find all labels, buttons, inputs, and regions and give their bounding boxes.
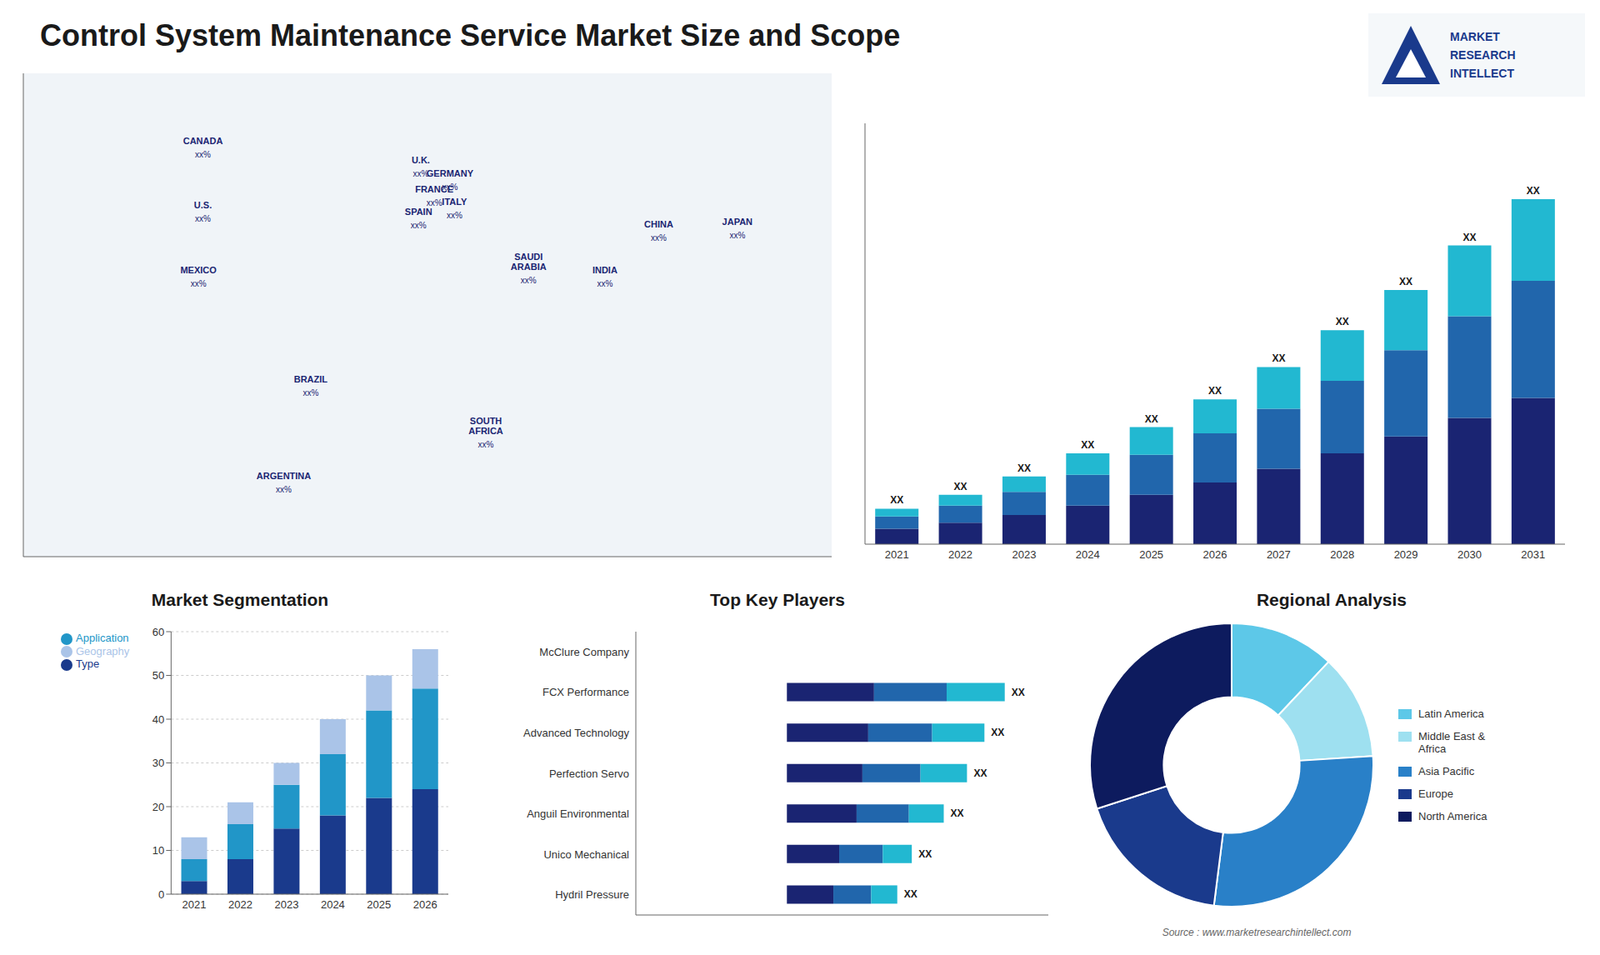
svg-text:XX: XX (890, 494, 904, 506)
svg-text:XX: XX (1208, 385, 1222, 397)
svg-text:xx%: xx% (195, 150, 211, 160)
svg-text:XX: XX (1462, 231, 1476, 244)
svg-text:xx%: xx% (520, 275, 537, 285)
svg-text:FRANCE: FRANCE (415, 184, 454, 195)
svg-text:GERMANY: GERMANY (426, 168, 475, 179)
svg-text:2021: 2021 (885, 548, 910, 561)
svg-text:XX: XX (918, 848, 932, 860)
html-text:Type: Type (75, 657, 100, 671)
svg-text:xx%: xx% (302, 388, 319, 398)
html-text:Middle East &: Middle East & (1418, 730, 1486, 743)
html-text:Latin America: Latin America (1418, 707, 1484, 720)
svg-text:Unico Mechanical: Unico Mechanical (543, 848, 630, 861)
svg-text:2022: 2022 (948, 548, 973, 561)
svg-text:XX: XX (1145, 413, 1159, 425)
html-text:Geography: Geography (75, 644, 130, 658)
svg-text:XX: XX (1017, 462, 1031, 475)
svg-text:XX: XX (1271, 352, 1285, 365)
svg-text:60: 60 (152, 625, 165, 639)
svg-text:CANADA: CANADA (183, 135, 224, 146)
svg-text:INDIA: INDIA (592, 265, 618, 275)
svg-text:2026: 2026 (413, 898, 438, 911)
html-text:Europe: Europe (1418, 787, 1454, 800)
html-text:Regional Analysis: Regional Analysis (1256, 590, 1407, 610)
svg-text:Perfection Servo: Perfection Servo (549, 767, 630, 780)
html-text:Control System Maintenance Ser: Control System Maintenance Service Marke… (40, 18, 901, 53)
svg-text:xx%: xx% (275, 485, 292, 495)
svg-text:2028: 2028 (1330, 548, 1355, 561)
html-text:Top Key Players: Top Key Players (710, 590, 845, 610)
svg-text:2024: 2024 (1075, 548, 1100, 561)
svg-text:SOUTHAFRICA: SOUTHAFRICA (468, 415, 504, 436)
svg-text:XX: XX (973, 767, 987, 780)
svg-text:xx%: xx% (478, 440, 495, 450)
svg-text:SPAIN: SPAIN (405, 206, 433, 217)
svg-text:10: 10 (152, 844, 165, 857)
svg-text:2021: 2021 (182, 898, 207, 911)
svg-text:CHINA: CHINA (644, 219, 674, 230)
svg-text:xx%: xx% (195, 214, 211, 224)
svg-text:2023: 2023 (274, 898, 299, 911)
svg-text:2025: 2025 (1139, 548, 1164, 561)
svg-text:20: 20 (152, 800, 165, 814)
html-text:Source : www.marketresearchint: Source : www.marketresearchintellect.com (1162, 926, 1352, 939)
html-text:INTELLECT: INTELLECT (1450, 66, 1515, 80)
svg-text:Advanced Technology: Advanced Technology (523, 726, 630, 740)
svg-text:XX: XX (954, 480, 968, 493)
svg-text:XX: XX (1399, 275, 1413, 288)
svg-text:2025: 2025 (366, 898, 391, 911)
svg-text:2024: 2024 (320, 898, 345, 911)
svg-text:2029: 2029 (1394, 548, 1419, 561)
svg-text:FCX Performance: FCX Performance (542, 685, 630, 699)
svg-text:BRAZIL: BRAZIL (294, 374, 329, 385)
html-text:Application: Application (75, 631, 129, 645)
svg-text:2031: 2031 (1520, 548, 1545, 561)
svg-text:McClure Company: McClure Company (539, 645, 630, 659)
svg-text:XX: XX (904, 888, 918, 900)
svg-text:XX: XX (1526, 185, 1540, 197)
svg-text:XX: XX (1335, 315, 1350, 328)
svg-text:xx%: xx% (446, 210, 463, 220)
html-text:Africa: Africa (1418, 742, 1446, 755)
svg-text:xx%: xx% (426, 198, 443, 208)
svg-text:30: 30 (152, 756, 165, 770)
svg-text:2030: 2030 (1457, 548, 1482, 561)
svg-text:xx%: xx% (441, 182, 458, 192)
svg-text:ARGENTINA: ARGENTINA (256, 470, 311, 481)
svg-text:xx%: xx% (410, 220, 427, 230)
svg-text:2027: 2027 (1266, 548, 1291, 561)
svg-text:50: 50 (152, 669, 165, 682)
svg-text:2026: 2026 (1203, 548, 1228, 561)
svg-text:XX: XX (990, 726, 1005, 739)
html-text:MARKET: MARKET (1450, 30, 1500, 44)
html-text:Asia Pacific: Asia Pacific (1418, 765, 1475, 778)
svg-text:SAUDIARABIA: SAUDIARABIA (510, 251, 547, 272)
svg-text:xx%: xx% (596, 279, 613, 289)
html-text:RESEARCH: RESEARCH (1450, 48, 1516, 62)
svg-text:xx%: xx% (412, 169, 429, 179)
svg-text:XX: XX (1080, 439, 1095, 451)
svg-text:xx%: xx% (190, 279, 207, 289)
html-text:North America: North America (1418, 810, 1487, 823)
html-text:Market Segmentation: Market Segmentation (151, 590, 329, 610)
svg-text:U.K.: U.K. (411, 155, 430, 165)
svg-text:U.S.: U.S. (194, 200, 212, 210)
svg-text:XX: XX (1011, 686, 1025, 699)
svg-text:XX: XX (950, 807, 965, 820)
svg-text:Anguil Environmental: Anguil Environmental (526, 807, 630, 820)
svg-text:0: 0 (158, 888, 165, 901)
svg-text:xx%: xx% (729, 230, 745, 240)
svg-text:40: 40 (152, 713, 165, 726)
svg-text:MEXICO: MEXICO (180, 265, 217, 275)
svg-text:xx%: xx% (650, 233, 667, 243)
svg-text:2023: 2023 (1011, 548, 1036, 561)
svg-text:ITALY: ITALY (441, 196, 468, 207)
svg-text:JAPAN: JAPAN (722, 216, 754, 227)
svg-text:Hydril Pressure: Hydril Pressure (555, 888, 630, 901)
svg-text:2022: 2022 (228, 898, 253, 911)
